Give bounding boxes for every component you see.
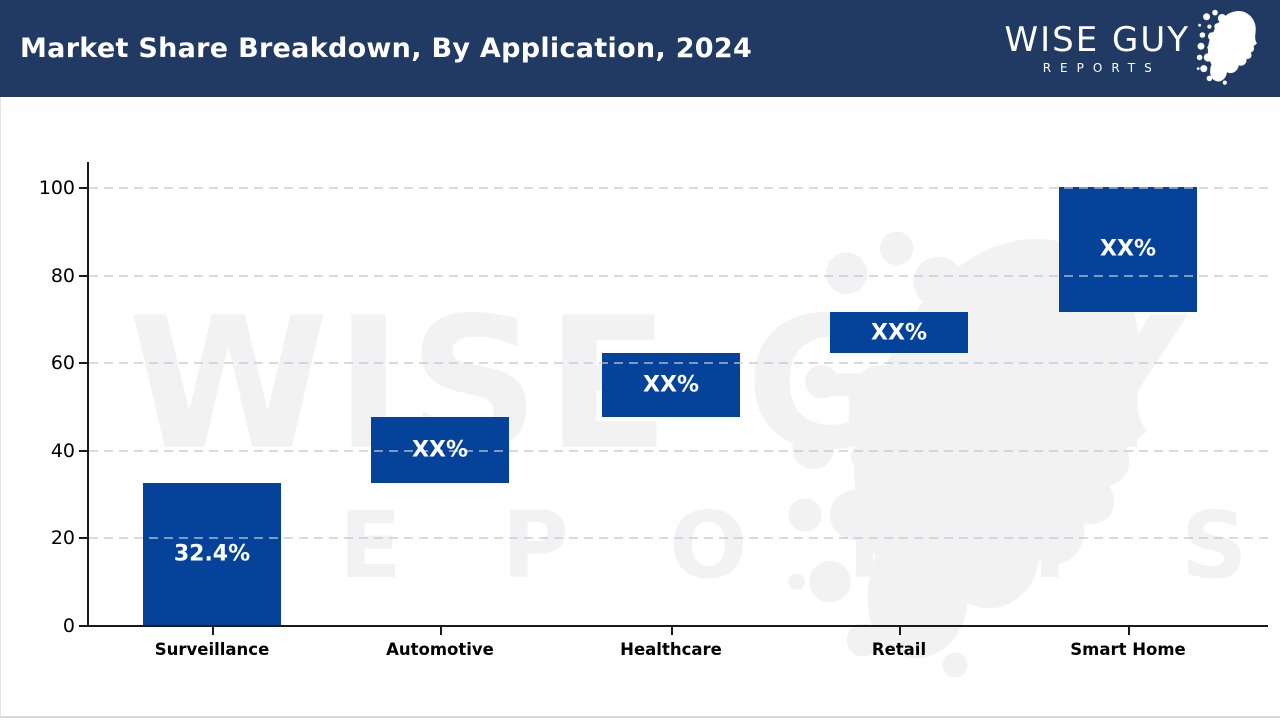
x-tick-mark [671, 627, 673, 635]
x-category-label: Retail [871, 640, 927, 659]
x-tick-mark [899, 627, 901, 635]
y-tick-label: 80 [50, 264, 75, 287]
bar-value-label: 32.4% [173, 541, 251, 567]
waterfall-bar-smart-home [1059, 187, 1197, 312]
y-tick-label: 100 [38, 177, 75, 199]
y-tick-label: 40 [50, 439, 75, 462]
x-axis-line [87, 625, 1268, 627]
y-tick-mark [79, 362, 87, 365]
waterfall-bar-retail [830, 311, 968, 354]
page-title: Market Share Breakdown, By Application, … [20, 33, 753, 64]
left-edge-line [0, 97, 1, 717]
bottom-divider [0, 716, 1280, 718]
x-category-label: Surveillance [154, 640, 270, 659]
y-tick-label: 0 [62, 615, 75, 637]
logo-face-icon [1196, 9, 1257, 85]
x-tick-mark [1128, 627, 1130, 635]
y-tick-mark [79, 187, 87, 189]
waterfall-bar-surveillance [143, 483, 281, 625]
x-tick-mark [212, 627, 214, 635]
header-bar: Market Share Breakdown, By Application, … [0, 0, 1280, 97]
y-tick-mark [79, 274, 87, 277]
y-tick-mark [79, 449, 87, 452]
logo-wiseguy-text: WISE GUY [1004, 20, 1190, 60]
bar-value-label: XX% [871, 320, 927, 346]
x-category-label: Healthcare [620, 640, 722, 659]
gridline [89, 274, 1268, 277]
y-tick-label: 20 [50, 527, 75, 550]
logo-reports-text: REPORTS [1042, 61, 1161, 75]
gridline [89, 449, 1268, 452]
y-axis-line [87, 162, 89, 627]
logo-text: WISE GUY REPORTS [1004, 23, 1190, 74]
x-category-label: Smart Home [1070, 640, 1186, 659]
gridline [89, 187, 1268, 189]
y-tick-mark [79, 537, 87, 540]
gridline [89, 362, 1268, 365]
y-tick-mark [79, 625, 87, 627]
gridline [89, 537, 1268, 540]
wise-guy-reports-logo: WISE GUY REPORTS [1004, 7, 1266, 91]
bar-value-label: XX% [643, 372, 699, 398]
bar-value-label: XX% [1100, 236, 1156, 262]
x-category-label: Automotive [386, 640, 494, 659]
bar-value-label: XX% [412, 437, 468, 463]
x-tick-mark [440, 627, 442, 635]
y-tick-label: 60 [50, 352, 75, 375]
